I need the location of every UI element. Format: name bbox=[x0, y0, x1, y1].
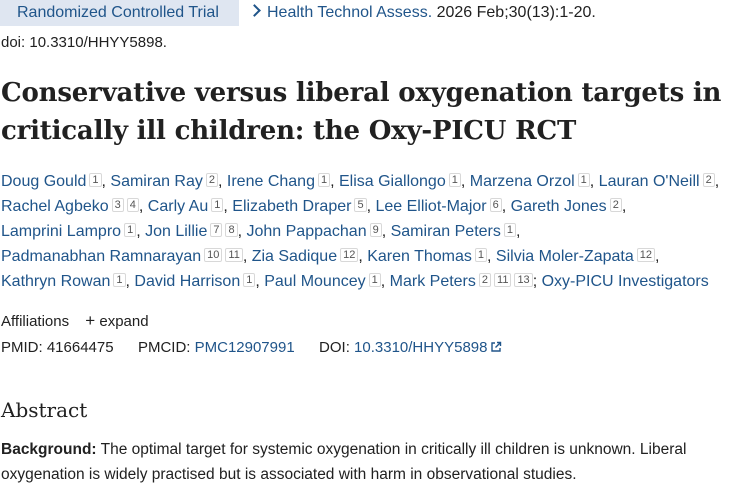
abstract-heading: Abstract bbox=[1, 398, 88, 422]
affiliation-number[interactable]: 5 bbox=[354, 198, 367, 212]
doi-link-text[interactable]: 10.3310/HHYY5898 bbox=[354, 339, 488, 356]
article-title: Conservative versus liberal oxygenation … bbox=[1, 78, 722, 146]
affiliation-number[interactable]: 4 bbox=[126, 198, 139, 212]
affiliation-number[interactable]: 9 bbox=[369, 223, 382, 237]
author-line: Lamprini Lampro 1, Jon Lillie 7 8, John Pap… bbox=[1, 223, 521, 240]
author-link[interactable]: Paul Mouncey bbox=[264, 273, 366, 290]
pmid-label: PMID: bbox=[1, 339, 43, 356]
affiliation-number[interactable]: 12 bbox=[340, 248, 359, 262]
affiliation-number[interactable]: 2 bbox=[478, 273, 492, 287]
author-link[interactable]: Elisa Giallongo bbox=[338, 173, 446, 190]
journal-citation: Health Technol Assess. 2026 Feb;30(13):1… bbox=[248, 4, 596, 22]
doi-label: DOI: bbox=[319, 339, 350, 356]
affiliation-number[interactable]: 1 bbox=[474, 248, 488, 262]
background-label: Background: bbox=[1, 441, 97, 458]
citation-details: 2026 Feb;30(13):1-20. bbox=[436, 4, 596, 21]
group-author-link[interactable]: Oxy-PICU Investigators bbox=[541, 273, 709, 290]
author-line: Doug Gould 1, Samiran Ray 2, Irene Chang 1,… bbox=[1, 173, 720, 190]
author-link[interactable]: Samiran Ray bbox=[110, 173, 203, 190]
affiliation-number[interactable]: 12 bbox=[636, 248, 655, 262]
author-link[interactable]: Padmanabhan Ramnarayan bbox=[1, 248, 202, 265]
affiliation-number[interactable]: 1 bbox=[448, 173, 461, 187]
affiliation-number[interactable]: 1 bbox=[124, 223, 137, 237]
background-text: The optimal target for systemic oxygenat… bbox=[1, 441, 687, 483]
affiliations-expand-button[interactable]: expand bbox=[99, 313, 149, 330]
journal-link[interactable]: Health Technol Assess. bbox=[267, 4, 433, 21]
pmcid-link[interactable]: PMC12907991 bbox=[194, 339, 295, 356]
author-link[interactable]: Marzena Orzol bbox=[469, 173, 575, 190]
chevron-right-icon bbox=[248, 4, 261, 17]
author-link[interactable]: Doug Gould bbox=[1, 173, 87, 190]
author-link[interactable]: Kathryn Rowan bbox=[1, 273, 111, 290]
external-link-icon[interactable] bbox=[490, 341, 502, 353]
author-list: Doug Gould 1, Samiran Ray 2, Irene Chang 1,… bbox=[1, 169, 750, 294]
author-link[interactable]: Zia Sadique bbox=[251, 248, 338, 265]
author-link[interactable]: Lee Elliot-Major bbox=[375, 198, 487, 215]
pmcid-label: PMCID: bbox=[137, 339, 191, 356]
doi-link[interactable]: 10.3310/HHYY5898 bbox=[354, 339, 502, 356]
affiliation-number[interactable]: 13 bbox=[514, 273, 533, 287]
author-link[interactable]: Lauran O'Neill bbox=[598, 173, 700, 190]
author-line: Padmanabhan Ramnarayan 10 11, Zia Sadique 1… bbox=[1, 248, 660, 265]
affiliation-number[interactable]: 8 bbox=[225, 223, 238, 237]
author-link[interactable]: Jon Lillie bbox=[145, 223, 208, 240]
author-link[interactable]: Gareth Jones bbox=[510, 198, 607, 215]
affiliations-row: Affiliations + expand bbox=[1, 311, 149, 331]
author-link[interactable]: David Harrison bbox=[134, 273, 241, 290]
identifiers-row: PMID: 41664475 PMCID: PMC12907991 DOI: 1… bbox=[1, 339, 502, 356]
affiliation-number[interactable]: 1 bbox=[577, 173, 590, 187]
author-link[interactable]: Karen Thomas bbox=[367, 248, 472, 265]
affiliation-number[interactable]: 1 bbox=[89, 173, 102, 187]
affiliations-label: Affiliations bbox=[1, 313, 70, 330]
author-link[interactable]: Irene Chang bbox=[226, 173, 315, 190]
author-link[interactable]: Silvia Moler-Zapata bbox=[495, 248, 634, 265]
author-link[interactable]: Mark Peters bbox=[389, 273, 476, 290]
author-link[interactable]: Rachel Agbeko bbox=[1, 198, 109, 215]
affiliation-number[interactable]: 7 bbox=[210, 223, 223, 237]
author-link[interactable]: Lamprini Lampro bbox=[1, 223, 122, 240]
author-line: Kathryn Rowan 1, David Harrison 1, Paul Mo… bbox=[1, 273, 709, 290]
abstract-background: Background: The optimal target for syste… bbox=[1, 437, 746, 487]
affiliation-number[interactable]: 2 bbox=[702, 173, 715, 187]
affiliation-number[interactable]: 3 bbox=[111, 198, 124, 212]
affiliation-number[interactable]: 1 bbox=[113, 273, 126, 287]
author-link[interactable]: Elizabeth Draper bbox=[232, 198, 352, 215]
doi-line: doi: 10.3310/HHYY5898. bbox=[1, 34, 167, 51]
affiliation-number[interactable]: 11 bbox=[494, 273, 512, 287]
affiliation-number[interactable]: 1 bbox=[503, 223, 516, 237]
publication-type-badge[interactable]: Randomized Controlled Trial bbox=[0, 0, 239, 26]
author-link[interactable]: Carly Au bbox=[147, 198, 209, 215]
affiliation-number[interactable]: 1 bbox=[211, 198, 224, 212]
author-link[interactable]: John Pappachan bbox=[246, 223, 367, 240]
affiliation-number[interactable]: 1 bbox=[317, 173, 331, 187]
author-line: Rachel Agbeko 3 4, Carly Au 1, Elizabeth Dr… bbox=[1, 198, 627, 215]
affiliation-number[interactable]: 6 bbox=[489, 198, 502, 212]
affiliation-number[interactable]: 10 bbox=[204, 248, 223, 262]
affiliation-number[interactable]: 1 bbox=[243, 273, 256, 287]
affiliation-number[interactable]: 1 bbox=[368, 273, 381, 287]
author-link[interactable]: Samiran Peters bbox=[390, 223, 501, 240]
plus-icon[interactable]: + bbox=[85, 311, 96, 330]
affiliation-number[interactable]: 2 bbox=[609, 198, 622, 212]
pmid-value: 41664475 bbox=[46, 339, 114, 356]
affiliation-number[interactable]: 2 bbox=[205, 173, 219, 187]
affiliation-number[interactable]: 11 bbox=[225, 248, 243, 262]
